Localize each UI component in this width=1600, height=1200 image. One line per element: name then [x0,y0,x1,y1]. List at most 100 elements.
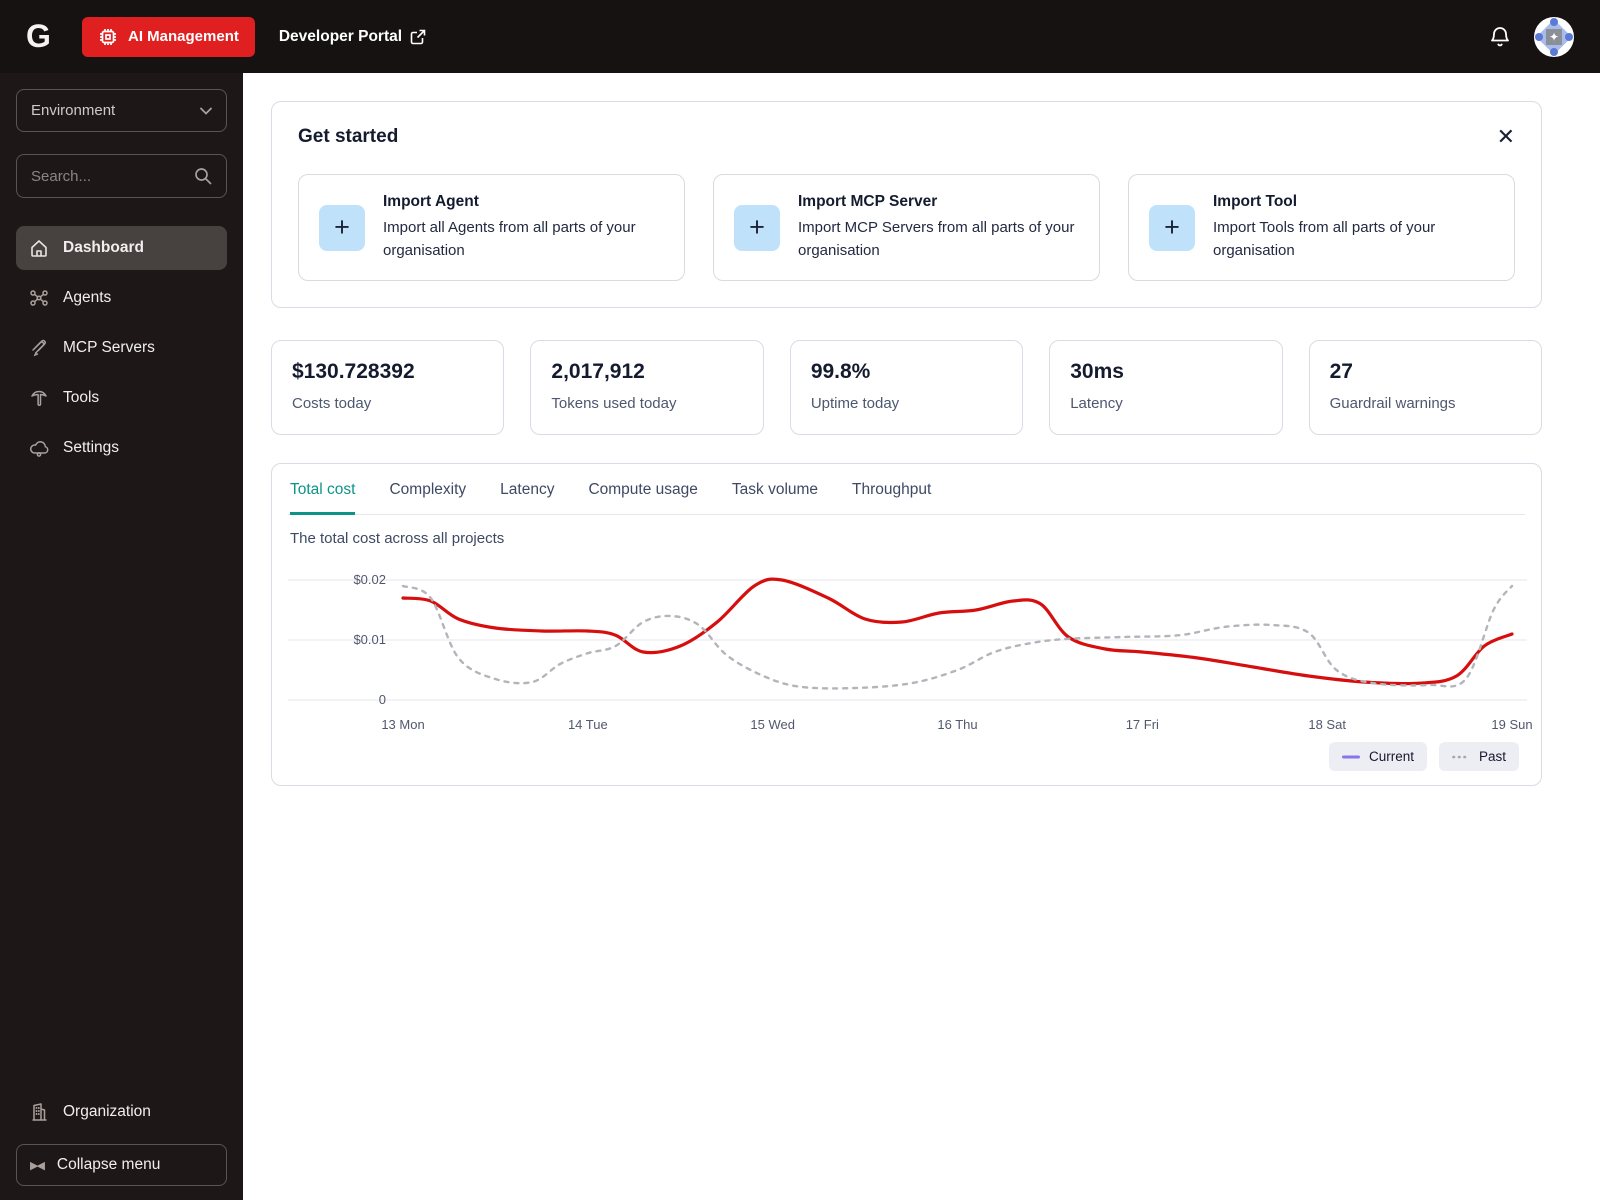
stat-value: 27 [1329,360,1353,383]
stat-label: Costs today [292,395,372,412]
plus-icon: + [319,204,365,251]
collapse-icon: ▶◀ [30,1159,45,1172]
stat-label: Uptime today [810,395,900,412]
import-card-description: Import all Agents from all parts of your… [383,219,636,259]
legend-label: Current [1368,749,1414,764]
search-input[interactable] [31,167,181,185]
tab-total-cost[interactable]: Total cost [290,464,356,515]
chart-area: $0.02 $0.01 0 13 Mon 14 Tue 15 Wed 16 Thu 17 Fr… [288,553,1533,738]
svg-text:13 Mon: 13 Mon [381,717,424,732]
stat-label: Latency [1070,395,1123,412]
ai-management-button[interactable]: AI Management [82,16,255,57]
stat-tokens-used: 2,017,912 Tokens used today [530,340,764,435]
avatar-sparkle-icon: ✦ [1546,28,1562,45]
sidebar-item-label: Dashboard [63,239,144,256]
legend-swatch-past [1452,753,1470,761]
main-content: Get started ✕ + Import Agent Import all … [243,73,1600,1200]
sidebar-item-label: MCP Servers [63,339,155,356]
cost-line-chart: $0.02 $0.01 0 13 Mon 14 Tue 15 Wed 16 Thu 17 Fr… [288,572,1533,732]
cloud-icon [29,438,49,458]
topbar: G AI Management Developer Portal [0,0,1600,73]
import-card-title: Import Tool [1213,193,1298,210]
tab-throughput[interactable]: Throughput [852,481,932,498]
tab-compute-usage[interactable]: Compute usage [588,481,698,498]
stat-label: Guardrail warnings [1329,395,1456,412]
import-agent-card[interactable]: + Import Agent Import all Agents from al… [298,174,685,281]
legend-past-button[interactable]: Past [1438,742,1519,771]
developer-portal-label: Developer Portal [278,27,403,45]
developer-portal-link[interactable]: Developer Portal [279,28,426,46]
sidebar-item-organization[interactable]: Organization [16,1090,227,1134]
building-icon [29,1102,49,1122]
tab-latency[interactable]: Latency [500,481,555,498]
import-mcp-server-card[interactable]: + Import MCP Server Import MCP Servers f… [713,174,1100,281]
get-started-card: Get started ✕ + Import Agent Import all … [271,101,1542,308]
home-icon [29,238,49,258]
stat-value: 2,017,912 [551,360,645,383]
sidebar-item-dashboard[interactable]: Dashboard [16,226,227,270]
import-card-title: Import MCP Server [798,193,938,210]
sidebar-item-tools[interactable]: Tools [16,376,227,420]
chart-subtitle: The total cost across all projects [290,530,505,547]
sidebar-item-label: Agents [63,289,112,306]
collapse-menu-button[interactable]: ▶◀ Collapse menu [16,1144,227,1186]
search-box[interactable] [16,154,227,198]
sidebar-item-mcp-servers[interactable]: MCP Servers [16,326,227,370]
svg-text:17 Fri: 17 Fri [1126,717,1159,732]
environment-label: Environment [31,102,116,119]
sidebar-nav: Dashboard Agents [16,226,227,470]
user-avatar[interactable]: ✦ [1534,16,1574,57]
stat-label: Tokens used today [551,395,677,412]
get-started-title: Get started [298,126,399,147]
stat-costs-today: $130.728392 Costs today [271,340,505,435]
sidebar-item-agents[interactable]: Agents [16,276,227,320]
chip-icon [98,27,118,47]
ai-management-label: AI Management [128,28,239,45]
stat-uptime: 99.8% Uptime today [789,340,1024,435]
import-card-description: Import Tools from all parts of your orga… [1213,219,1436,259]
chart-legend: Current Past [288,742,1525,771]
chart-tabs: Total cost Complexity Latency Compute us… [288,464,1525,515]
sidebar-item-label: Organization [63,1103,151,1120]
stat-guardrail-warnings: 27 Guardrail warnings [1308,340,1543,435]
stat-latency: 30ms Latency [1049,340,1283,435]
tab-task-volume[interactable]: Task volume [731,481,819,498]
chart-panel: Total cost Complexity Latency Compute us… [271,463,1542,786]
environment-select[interactable]: Environment [16,89,227,132]
layers-icon [29,338,49,358]
import-card-description: Import MCP Servers from all parts of you… [798,219,1075,259]
stats-row: $130.728392 Costs today 2,017,912 Tokens… [271,340,1543,435]
sidebar-item-label: Settings [63,439,120,456]
brand-logo[interactable]: G [26,18,51,54]
sidebar-item-label: Tools [63,389,100,406]
sidebar: Environment Dashboard [0,73,243,1200]
legend-swatch-current [1341,753,1360,761]
plus-icon: + [734,204,780,251]
external-link-icon [410,29,426,45]
svg-text:15 Wed: 15 Wed [750,717,795,732]
nodes-icon [29,288,49,308]
close-icon[interactable]: ✕ [1496,124,1515,149]
notifications-bell-icon[interactable] [1488,25,1512,49]
search-icon [194,167,212,185]
tab-complexity[interactable]: Complexity [389,481,467,498]
svg-text:16 Thu: 16 Thu [937,717,977,732]
import-tool-card[interactable]: + Import Tool Import Tools from all part… [1128,174,1515,281]
chevron-down-icon [200,107,212,115]
svg-text:$0.02: $0.02 [353,572,386,587]
svg-text:$0.01: $0.01 [353,632,386,647]
stat-value: 30ms [1070,360,1124,383]
svg-text:19 Sun: 19 Sun [1491,717,1532,732]
collapse-label: Collapse menu [56,1156,161,1173]
stat-value: $130.728392 [292,360,415,383]
legend-label: Past [1478,749,1506,764]
svg-text:18 Sat: 18 Sat [1308,717,1346,732]
stat-value: 99.8% [810,360,871,383]
import-card-title: Import Agent [383,193,479,210]
svg-text:0: 0 [379,692,386,707]
svg-text:14 Tue: 14 Tue [568,717,608,732]
plus-icon: + [1149,204,1195,251]
sidebar-item-settings[interactable]: Settings [16,426,227,470]
legend-current-button[interactable]: Current [1328,742,1427,771]
hammer-icon [29,388,49,408]
